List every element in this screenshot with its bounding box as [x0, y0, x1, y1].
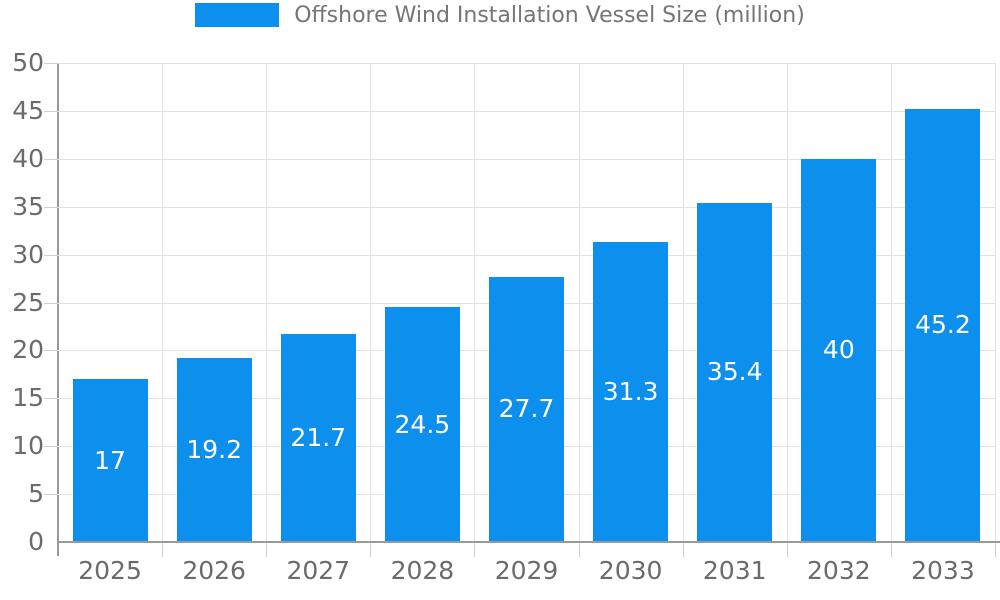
bar-value-label: 40 [822, 335, 855, 365]
bar-2027[interactable] [280, 334, 356, 542]
y-tick-label: 5 [28, 479, 44, 509]
bar-2028[interactable] [384, 307, 460, 542]
x-tick-mark [683, 543, 684, 557]
y-tick-label: 40 [12, 143, 44, 173]
v-gridline [579, 63, 580, 542]
v-gridline [891, 63, 892, 542]
h-gridline [58, 254, 995, 256]
y-tick-label: 50 [12, 48, 44, 77]
x-tick-mark [579, 543, 580, 557]
x-tick-mark [370, 543, 371, 557]
x-axis-line [57, 541, 1000, 543]
x-tick-label-2032: 2032 [807, 556, 871, 585]
bar-value-label: 19.2 [186, 435, 242, 465]
x-tick-mark [266, 543, 267, 557]
bar-value-label: 45.2 [915, 310, 971, 340]
legend[interactable]: Offshore Wind Installation Vessel Size (… [0, 0, 1000, 30]
x-tick-label-2033: 2033 [911, 556, 975, 585]
y-tick-mark [44, 158, 58, 160]
bar-2029[interactable] [489, 276, 564, 542]
bar-value-label: 31.3 [602, 377, 659, 407]
y-tick-label: 0 [28, 527, 44, 556]
y-tick-label: 35 [12, 191, 44, 221]
y-axis-line [57, 63, 59, 556]
y-tick-label: 45 [12, 95, 44, 125]
y-tick-mark [44, 494, 58, 496]
y-tick-mark [44, 398, 58, 400]
bar-value-label: 21.7 [290, 423, 347, 453]
v-gridline [162, 63, 163, 542]
bar-2026[interactable] [176, 358, 252, 542]
x-tick-mark [474, 543, 475, 557]
h-gridline [58, 158, 995, 160]
v-gridline [370, 63, 371, 542]
x-tick-label-2031: 2031 [702, 556, 767, 585]
plot-area: 17 19.2 21.7 24.5 27.7 31.3 35.4 40 45.2 [58, 63, 996, 542]
legend-label: Offshore Wind Installation Vessel Size (… [294, 2, 805, 28]
y-tick-mark [44, 302, 58, 304]
bar-2033[interactable] [905, 108, 981, 542]
y-tick-label: 15 [12, 383, 44, 413]
legend-swatch-icon [195, 3, 280, 27]
h-gridline [58, 206, 995, 208]
bar-2025[interactable] [72, 379, 148, 542]
x-tick-label-2030: 2030 [598, 556, 663, 585]
v-gridline [474, 63, 475, 542]
bar-2032[interactable] [801, 158, 877, 542]
v-gridline [683, 63, 684, 542]
x-tick-mark [995, 543, 996, 557]
y-tick-mark [44, 63, 58, 64]
v-gridline [995, 63, 996, 542]
x-tick-mark [787, 543, 788, 557]
x-tick-label-2027: 2027 [286, 556, 351, 585]
x-tick-label-2029: 2029 [494, 556, 559, 585]
y-tick-mark [44, 110, 58, 112]
bar-2030[interactable] [593, 242, 669, 542]
y-tick-label: 20 [12, 335, 44, 365]
y-tick-mark [44, 446, 58, 448]
v-gridline [787, 63, 788, 542]
x-tick-mark [162, 543, 163, 557]
x-tick-label-2025: 2025 [78, 556, 142, 585]
bar-value-label: 27.7 [498, 394, 555, 424]
y-tick-mark [44, 206, 58, 208]
bar-value-label: 35.4 [706, 357, 763, 387]
h-gridline [58, 110, 995, 112]
x-tick-mark [891, 543, 892, 557]
y-tick-mark [44, 254, 58, 256]
bar-value-label: 17 [94, 445, 126, 475]
y-tick-mark [44, 350, 58, 352]
y-tick-label: 25 [12, 287, 44, 317]
x-tick-label-2026: 2026 [182, 556, 246, 585]
y-tick-label: 10 [12, 431, 44, 461]
bar-value-label: 24.5 [394, 409, 451, 439]
x-tick-label-2028: 2028 [390, 556, 455, 585]
bar-2031[interactable] [697, 202, 773, 542]
v-gridline [266, 63, 267, 542]
h-gridline [58, 63, 995, 64]
y-tick-label: 30 [12, 239, 44, 269]
